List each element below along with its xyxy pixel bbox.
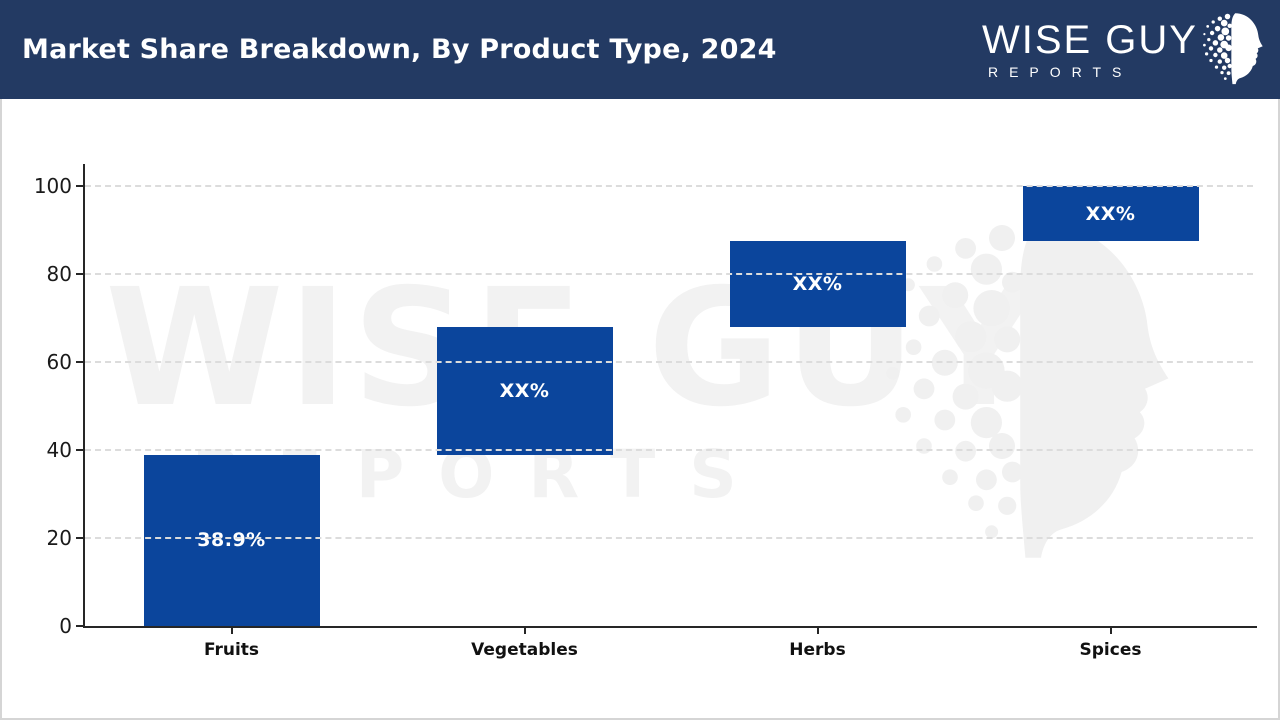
header: Market Share Breakdown, By Product Type,…: [0, 0, 1280, 99]
y-tick-label: 100: [33, 174, 72, 198]
x-tick-mark: [523, 627, 526, 634]
bar-vegetables: XX%: [436, 326, 613, 455]
y-tick-label: 20: [46, 526, 72, 550]
y-tick-mark: [76, 449, 84, 451]
category-label-herbs: Herbs: [789, 640, 846, 660]
bar-spices: XX%: [1022, 186, 1199, 242]
x-tick-mark: [816, 627, 819, 634]
gridline-100: [85, 185, 1253, 187]
logo-text: WISE GUY REPORTS: [982, 20, 1198, 80]
bar-value-label: XX%: [499, 379, 550, 402]
left-border-line: [0, 99, 2, 720]
logo-subtext: REPORTS: [987, 63, 1133, 80]
y-tick-mark: [76, 537, 84, 539]
y-tick-label: 60: [46, 350, 72, 374]
category-label-spices: Spices: [1079, 640, 1142, 660]
gridline-40: [85, 449, 1253, 451]
gridline-80: [85, 273, 1253, 275]
x-tick-mark: [230, 627, 233, 634]
bar-value-label: 38.9%: [197, 529, 266, 552]
right-border-line: [1278, 99, 1280, 720]
y-tick-label: 0: [59, 614, 72, 638]
bar-value-label: XX%: [1085, 202, 1136, 225]
wise-guy-logo: WISE GUY REPORTS: [982, 11, 1266, 88]
y-tick-mark: [76, 625, 84, 627]
y-tick-mark: [76, 273, 84, 275]
logo-wordmark: WISE GUY: [981, 17, 1198, 62]
y-tick-mark: [76, 185, 84, 187]
y-axis-line: [83, 164, 85, 628]
category-label-vegetables: Vegetables: [471, 640, 578, 660]
page-title: Market Share Breakdown, By Product Type,…: [22, 34, 777, 65]
x-axis-line: [83, 626, 1257, 628]
gridline-60: [85, 361, 1253, 363]
bottom-border-line: [0, 718, 1280, 720]
bar-value-label: XX%: [792, 273, 843, 296]
bar-herbs: XX%: [729, 241, 906, 327]
y-tick-mark: [76, 361, 84, 363]
x-tick-mark: [1109, 627, 1112, 634]
gridline-20: [85, 537, 1253, 539]
bar-fruits: 38.9%: [143, 454, 320, 626]
category-label-fruits: Fruits: [203, 640, 260, 660]
y-tick-label: 80: [46, 262, 72, 286]
y-tick-label: 40: [46, 438, 72, 462]
